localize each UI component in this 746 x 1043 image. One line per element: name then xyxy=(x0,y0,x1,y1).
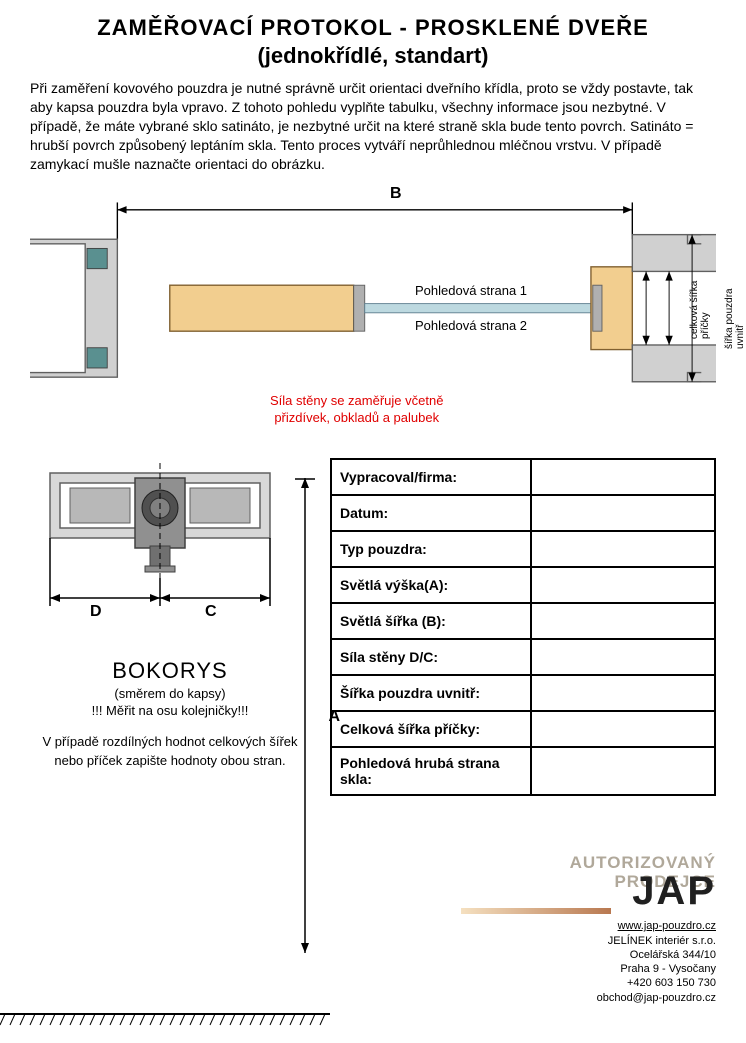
celkova-label: celková šířka příčky xyxy=(689,279,711,339)
row-sirka: Světlá šířka (B): xyxy=(331,603,531,639)
value-vypracoval[interactable] xyxy=(531,459,715,495)
page-subtitle: (jednokřídlé, standart) xyxy=(30,43,716,69)
value-typ[interactable] xyxy=(531,531,715,567)
form-table: Vypracoval/firma: Datum: Typ pouzdra: Sv… xyxy=(330,458,716,796)
footer: AUTORIZOVANÝ PRODEJCE JAP www.jap-pouzdr… xyxy=(570,854,716,1005)
contact-0: www.jap-pouzdro.cz xyxy=(570,919,716,933)
intro-text: Při zaměření kovového pouzdra je nutné s… xyxy=(30,79,716,173)
warning-line1: Síla stěny se zaměřuje včetně xyxy=(270,393,443,408)
bokorys-title: BOKORYS xyxy=(30,658,310,684)
row-celkova: Celková šířka příčky: xyxy=(331,711,531,747)
value-sila[interactable] xyxy=(531,639,715,675)
value-vyska[interactable] xyxy=(531,567,715,603)
value-celkova[interactable] xyxy=(531,711,715,747)
contact-3: Praha 9 - Vysočany xyxy=(570,962,716,976)
dim-a-label: A xyxy=(328,708,340,726)
value-datum[interactable] xyxy=(531,495,715,531)
value-sirka[interactable] xyxy=(531,603,715,639)
row-typ: Typ pouzdra: xyxy=(331,531,531,567)
sirka-label: šířka pouzdra uvnitř xyxy=(724,269,746,349)
brand-logo: JAP xyxy=(632,869,716,914)
bokorys-note: V případě rozdílných hodnot celkových ší… xyxy=(30,733,310,769)
side2-label: Pohledová strana 2 xyxy=(415,318,527,333)
row-sila: Síla stěny D/C: xyxy=(331,639,531,675)
row-sirka-pouzdra: Šířka pouzdra uvnitř: xyxy=(331,675,531,711)
row-datum: Datum: xyxy=(331,495,531,531)
value-sirka-pouzdra[interactable] xyxy=(531,675,715,711)
rail-diagram xyxy=(30,458,290,623)
contact-5: obchod@jap-pouzdro.cz xyxy=(570,991,716,1005)
side1-label: Pohledová strana 1 xyxy=(415,283,527,298)
row-vypracoval: Vypracoval/firma: xyxy=(331,459,531,495)
dim-b-label: B xyxy=(390,185,402,203)
warning-line2: přizdívek, obkladů a palubek xyxy=(274,410,439,425)
row-vyska: Světlá výška(A): xyxy=(331,567,531,603)
contact-4: +420 603 150 730 xyxy=(570,976,716,990)
contact-1: JELÍNEK interiér s.r.o. xyxy=(570,934,716,948)
top-diagram: B Pohledová strana 1 Pohledová strana 2 … xyxy=(30,183,716,438)
dim-c-label: C xyxy=(205,603,217,621)
dim-d-label: D xyxy=(90,603,102,621)
page-title: ZAMĚŘOVACÍ PROTOKOL - PROSKLENÉ DVEŘE xyxy=(30,15,716,41)
bokorys-warn: !!! Měřit na osu kolejničky!!! xyxy=(30,703,310,718)
contact-2: Ocelářská 344/10 xyxy=(570,948,716,962)
value-pohledova[interactable] xyxy=(531,747,715,795)
row-pohledova: Pohledová hrubá strana skla: xyxy=(331,747,531,795)
bokorys-sub: (směrem do kapsy) xyxy=(30,686,310,701)
